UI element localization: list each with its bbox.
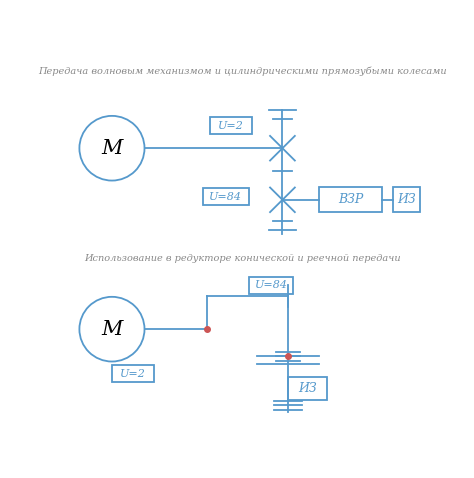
Bar [319, 187, 383, 212]
Bar [288, 377, 327, 400]
Text: ИЗ: ИЗ [397, 193, 416, 206]
Bar [202, 188, 249, 205]
Text: U=2: U=2 [219, 121, 244, 131]
Text: M: M [101, 139, 123, 158]
Bar [112, 365, 154, 382]
Text: M: M [101, 320, 123, 339]
Bar [392, 187, 420, 212]
Text: Передача волновым механизмом и цилиндрическими прямозубыми колесами: Передача волновым механизмом и цилиндрич… [38, 66, 447, 76]
Text: Использование в редукторе конической и реечной передачи: Использование в редукторе конической и р… [85, 254, 401, 263]
Text: ИЗ: ИЗ [298, 382, 317, 395]
Text: U=84: U=84 [255, 280, 288, 290]
Bar [210, 118, 252, 134]
Text: U=2: U=2 [120, 369, 146, 379]
Text: ВЗР: ВЗР [338, 193, 363, 206]
Bar [249, 277, 293, 294]
Text: U=84: U=84 [210, 192, 242, 202]
